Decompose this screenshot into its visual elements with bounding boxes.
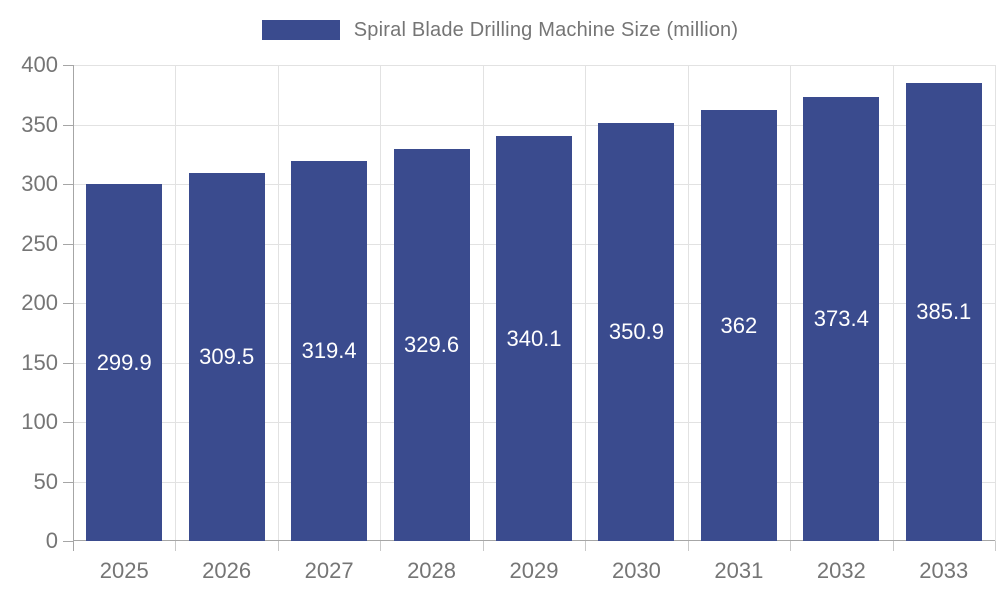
y-axis-tick (63, 303, 73, 304)
bar-value-label: 385.1 (916, 298, 972, 324)
gridline-vertical (585, 65, 587, 541)
x-axis-tick-label: 2028 (407, 558, 457, 583)
bar-2031[interactable]: 362 (700, 110, 777, 541)
x-axis-tick-label: 2029 (509, 558, 559, 583)
x-axis-tick-label: 2030 (611, 558, 661, 583)
x-axis-tick-label: 2031 (714, 558, 764, 583)
plot-area: 299.9 309.5 319.4 329.6 340.1 350.9 362 373.4 38… (63, 65, 996, 551)
gridline-vertical (892, 65, 894, 541)
y-axis-tick (63, 541, 73, 542)
y-axis-tick (63, 124, 73, 126)
bar-2027[interactable]: 319.4 (291, 160, 368, 541)
y-axis-tick-label: 200 (21, 290, 58, 315)
x-axis-tick-label: 2026 (202, 558, 252, 583)
gridline-vertical (175, 65, 177, 541)
bar-value-label: 319.4 (301, 337, 357, 363)
y-axis-tick (63, 65, 73, 66)
y-axis-tick-label: 150 (21, 349, 58, 375)
bar-2029[interactable]: 340.1 (496, 136, 572, 541)
y-axis-tick-label: 250 (21, 230, 58, 256)
x-axis-tick (687, 541, 689, 551)
bar-2030[interactable]: 350.9 (598, 123, 675, 541)
y-axis-tick-label: 350 (21, 111, 58, 137)
y-axis-tick (63, 481, 73, 483)
x-axis-tick-label: 2025 (99, 558, 149, 583)
bar-value-label: 362 (720, 312, 758, 338)
y-axis-tick-label: 300 (21, 171, 58, 196)
bar-value-label: 309.5 (199, 343, 255, 369)
y-axis-tick-label: 0 (45, 528, 58, 553)
y-axis-tick (63, 362, 73, 364)
bar-2033[interactable]: 385.1 (905, 82, 982, 541)
bar-2032[interactable]: 373.4 (803, 96, 880, 541)
bar-value-label: 350.9 (608, 319, 664, 345)
y-axis-tick-label: 400 (21, 52, 58, 77)
x-axis-tick (790, 541, 792, 551)
legend-label: Spiral Blade Drilling Machine Size (mill… (353, 18, 739, 41)
x-axis-tick-label: 2027 (304, 558, 354, 583)
gridline-vertical (277, 65, 279, 541)
x-axis-tick (892, 541, 894, 551)
x-axis-tick (585, 541, 587, 551)
x-axis-tick-label: 2032 (816, 558, 866, 583)
bar-value-label: 329.6 (404, 331, 460, 357)
x-axis-tick (277, 541, 279, 551)
x-axis-tick (175, 541, 177, 551)
x-axis-tick (482, 541, 484, 551)
bar-value-label: 299.9 (96, 349, 152, 375)
gridline-horizontal (73, 124, 995, 126)
bar-2025[interactable]: 299.9 (86, 184, 163, 541)
y-axis-tick (63, 243, 73, 245)
bar-value-label: 373.4 (813, 305, 869, 331)
bar-2028[interactable]: 329.6 (393, 148, 470, 541)
gridline-vertical (380, 65, 382, 541)
x-axis-tick (995, 541, 996, 551)
bar-2026[interactable]: 309.5 (188, 172, 265, 541)
gridline-vertical (482, 65, 484, 541)
gridline-vertical (995, 65, 996, 541)
y-axis-line (73, 65, 74, 551)
gridline-vertical (790, 65, 792, 541)
legend[interactable]: Spiral Blade Drilling Machine Size (mill… (0, 17, 1000, 43)
y-axis-tick (63, 184, 73, 185)
y-axis-tick-label: 50 (33, 468, 58, 494)
gridline-vertical (687, 65, 689, 541)
x-axis-tick-label: 2033 (919, 558, 969, 583)
y-axis-tick (63, 422, 73, 423)
x-axis-tick (380, 541, 382, 551)
legend-swatch (261, 20, 340, 40)
bar-value-label: 340.1 (506, 325, 562, 351)
y-axis-tick-label: 100 (21, 409, 58, 434)
gridline-horizontal (73, 65, 995, 66)
